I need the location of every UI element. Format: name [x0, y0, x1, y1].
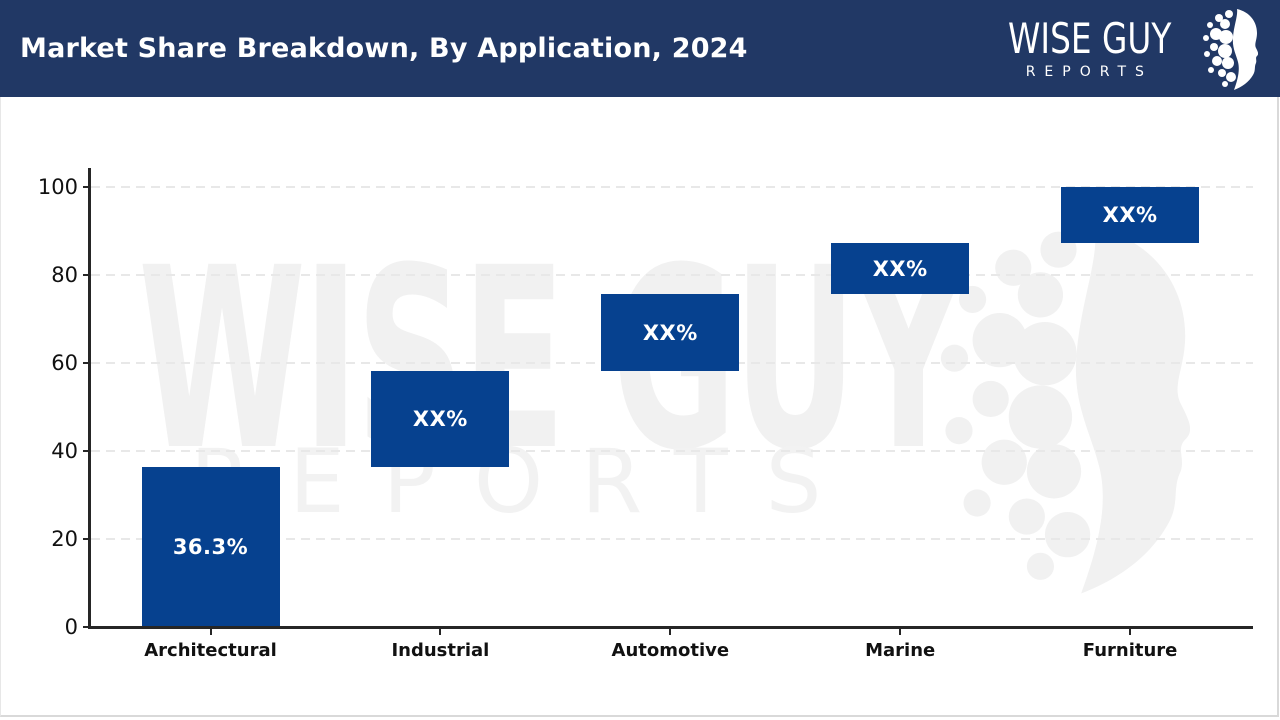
y-tick-40 [83, 449, 90, 452]
y-tick-label-40: 40 [51, 438, 78, 463]
y-tick-label-20: 20 [51, 526, 78, 551]
bar-value-label: XX% [872, 256, 928, 281]
y-tick-label-60: 60 [51, 350, 78, 375]
y-tick-80 [83, 273, 90, 276]
x-tick-0 [209, 628, 212, 635]
x-tick-2 [669, 628, 672, 635]
bar-automotive: XX% [601, 294, 740, 372]
logo-wordmark: WISE GUY [1007, 13, 1171, 63]
x-axis-label-furniture: Furniture [1082, 639, 1178, 661]
bar-value-label: XX% [642, 320, 698, 345]
bar-value-label: 36.3% [172, 534, 249, 559]
logo-text: WISE GUY REPORTS [985, 13, 1194, 80]
gridline-40 [91, 449, 1253, 452]
header-banner: Market Share Breakdown, By Application, … [0, 0, 1280, 97]
y-tick-100 [83, 186, 90, 188]
x-tick-1 [439, 628, 442, 635]
gridline-80 [91, 273, 1253, 276]
wise-guy-logo: WISE GUY REPORTS [985, 7, 1258, 91]
y-tick-20 [83, 537, 90, 540]
y-tick-60 [83, 361, 90, 364]
y-tick-0 [83, 625, 90, 628]
bar-value-label: XX% [412, 407, 468, 432]
bar-furniture: XX% [1061, 187, 1200, 243]
x-axis-label-automotive: Automotive [611, 639, 730, 661]
x-axis-label-architectural: Architectural [144, 639, 277, 661]
watermark-wordmark: WISE GUY [138, 214, 964, 505]
y-axis-line [88, 168, 91, 628]
y-tick-label-80: 80 [51, 262, 78, 287]
bar-value-label: XX% [1102, 202, 1158, 227]
y-tick-label-0: 0 [64, 614, 78, 639]
bar-architectural: 36.3% [141, 466, 280, 627]
logo-subtext: REPORTS [1025, 63, 1153, 80]
bar-industrial: XX% [371, 371, 510, 467]
y-tick-label-100: 100 [37, 175, 78, 199]
x-axis-label-marine: Marine [865, 639, 936, 661]
bar-marine: XX% [831, 242, 970, 295]
x-axis-label-industrial: Industrial [391, 639, 490, 661]
x-tick-3 [899, 628, 902, 635]
logo-face-icon [1203, 8, 1258, 90]
gridline-20 [91, 537, 1253, 540]
x-axis-line [88, 626, 1253, 629]
gridline-100 [91, 186, 1253, 188]
watermark-face-icon [940, 227, 1190, 594]
x-tick-4 [1129, 628, 1132, 635]
chart-title: Market Share Breakdown, By Application, … [20, 33, 748, 64]
